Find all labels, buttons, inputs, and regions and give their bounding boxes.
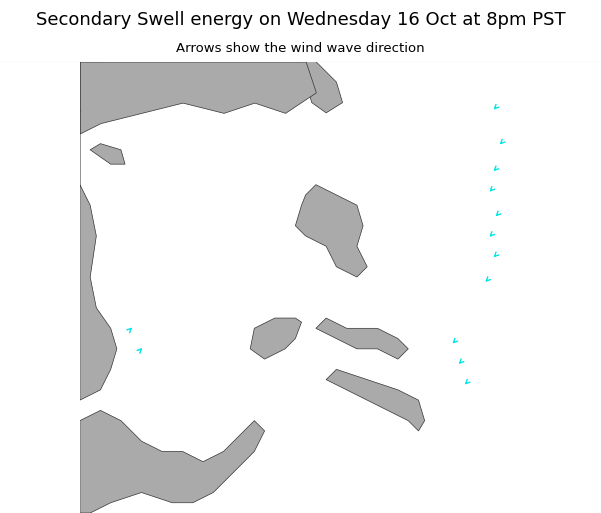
Text: Arrows show the wind wave direction: Arrows show the wind wave direction [176,42,425,54]
Text: Secondary Swell energy on Wednesday 16 Oct at 8pm PST: Secondary Swell energy on Wednesday 16 O… [35,11,566,29]
